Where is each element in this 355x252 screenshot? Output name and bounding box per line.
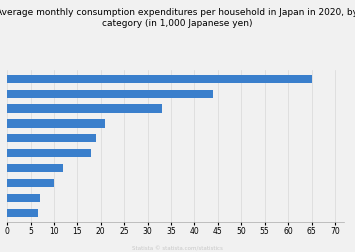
Text: Statista © statista.com/statistics: Statista © statista.com/statistics bbox=[132, 246, 223, 251]
Bar bbox=[7, 194, 40, 202]
Bar bbox=[7, 135, 96, 143]
Bar bbox=[7, 164, 63, 172]
Bar bbox=[7, 75, 312, 83]
Bar bbox=[7, 90, 213, 98]
Bar bbox=[7, 120, 105, 128]
Bar bbox=[7, 209, 38, 217]
Bar bbox=[7, 179, 54, 187]
Bar bbox=[7, 149, 91, 158]
Text: Average monthly consumption expenditures per household in Japan in 2020, by
cate: Average monthly consumption expenditures… bbox=[0, 8, 355, 28]
Bar bbox=[7, 105, 162, 113]
